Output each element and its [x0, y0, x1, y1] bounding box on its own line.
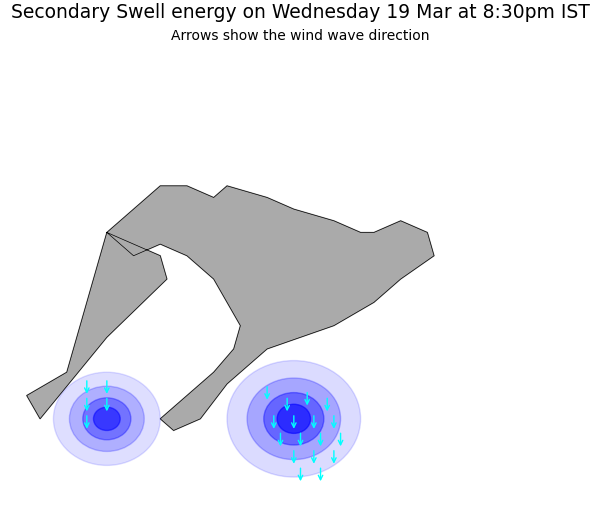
Circle shape	[247, 378, 341, 460]
Circle shape	[94, 407, 120, 431]
Circle shape	[70, 386, 144, 452]
Circle shape	[277, 404, 311, 433]
Text: Arrows show the wind wave direction: Arrows show the wind wave direction	[171, 29, 430, 43]
Circle shape	[264, 393, 324, 445]
Circle shape	[227, 360, 361, 477]
Polygon shape	[26, 186, 434, 431]
Circle shape	[83, 398, 131, 440]
Circle shape	[53, 372, 160, 465]
Text: Secondary Swell energy on Wednesday 19 Mar at 8:30pm IST: Secondary Swell energy on Wednesday 19 M…	[11, 4, 590, 23]
